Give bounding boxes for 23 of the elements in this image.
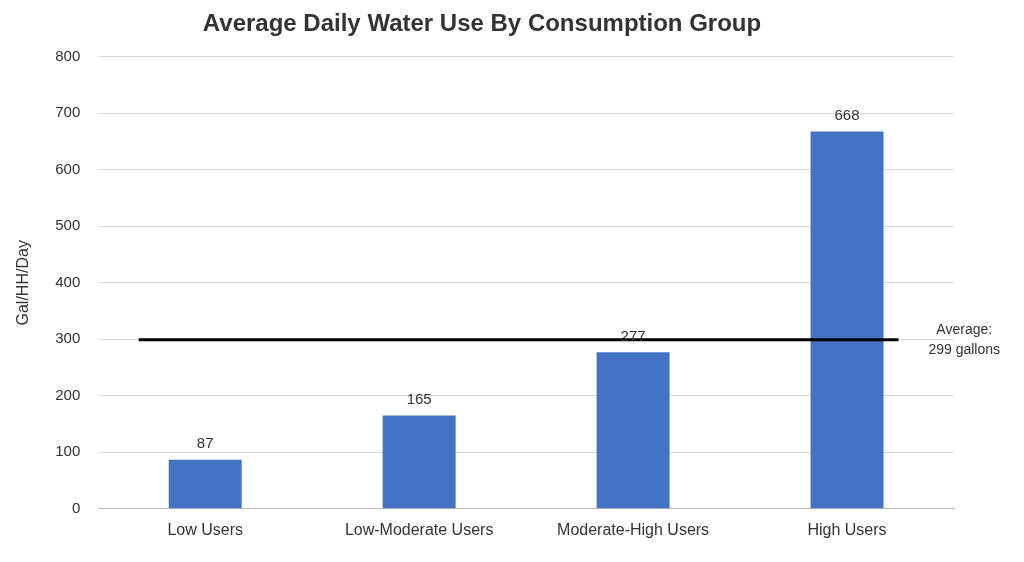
y-axis-title: Gal/HH/Day [14,240,32,326]
data-label: 87 [196,434,214,452]
data-label: 165 [406,390,432,408]
y-tick-label: 300 [55,329,81,347]
y-tick-label: 800 [55,46,81,64]
y-tick-label: 500 [55,216,81,234]
ref-line-label: Average: 299 gallons [928,320,1001,357]
data-label: 668 [834,106,860,124]
chart-title: Average Daily Water Use By Consumption Group [202,9,762,37]
y-tick-label: 700 [55,103,81,121]
x-tick-label: Moderate-High Users [557,520,710,538]
y-tick-label: 600 [55,159,81,177]
y-tick-label: 400 [55,272,81,290]
x-tick-label: High Users [807,520,887,538]
y-tick-label: 0 [71,498,81,516]
x-tick-label: Low Users [167,520,243,538]
x-tick-label: Low-Moderate Users [344,520,494,538]
y-tick-label: 200 [55,385,81,403]
y-tick-label: 100 [55,442,81,460]
bar [382,415,456,509]
bar [810,131,884,509]
bar [596,352,670,509]
bar [168,459,242,509]
